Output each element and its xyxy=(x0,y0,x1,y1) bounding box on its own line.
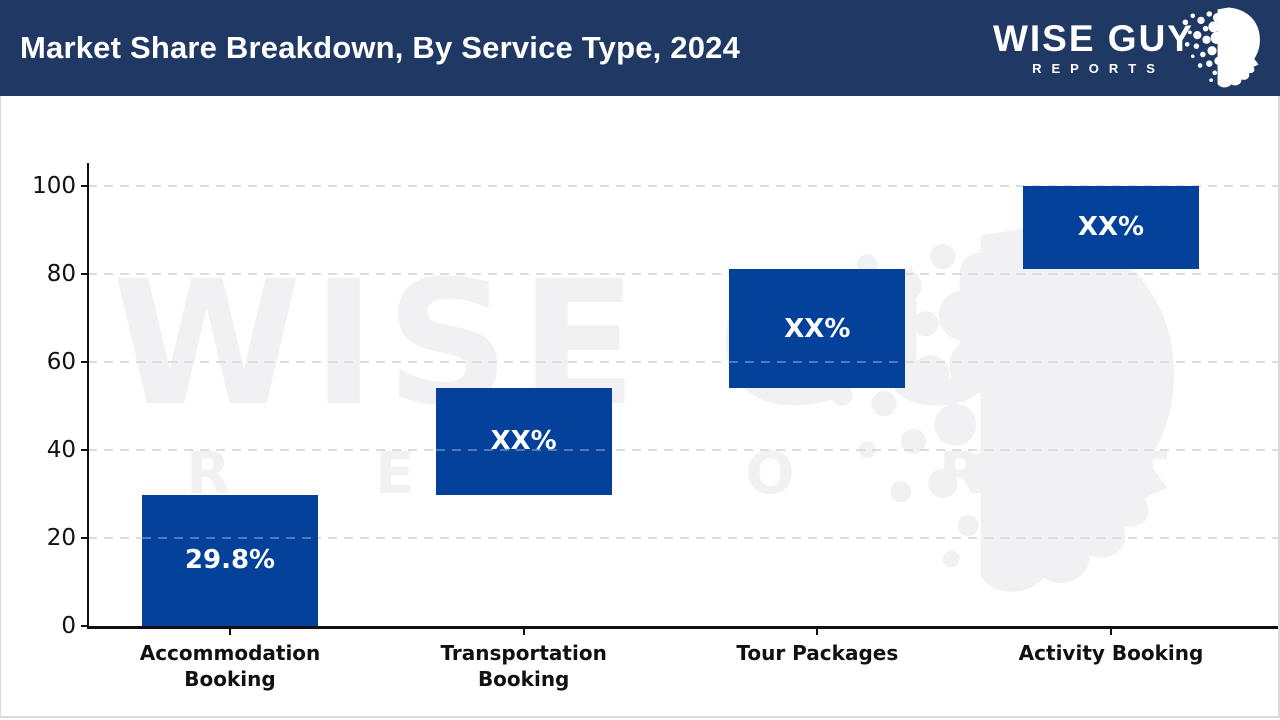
right-frame-line xyxy=(1278,96,1280,718)
left-frame-line xyxy=(0,96,1,718)
bar-gridline-60 xyxy=(729,360,906,363)
gridline-100 xyxy=(88,184,1280,187)
bar-gridline-20 xyxy=(142,536,318,539)
y-tick-mark-80 xyxy=(81,272,88,275)
y-axis-line xyxy=(87,163,89,628)
y-tick-label-80: 80 xyxy=(46,260,76,287)
bar-value-label-accommodation-booking: 29.8% xyxy=(184,545,276,576)
bar-value-label-activity-booking: XX% xyxy=(1077,212,1145,243)
logo-text: WISE GUY REPORTS xyxy=(993,20,1194,76)
gridline-20 xyxy=(88,536,1280,539)
bar-value-label-tour-packages: XX% xyxy=(784,313,851,344)
x-axis-line xyxy=(87,626,1280,629)
bottom-frame-line xyxy=(0,716,1280,718)
bar-accommodation-booking: 29.8% xyxy=(142,494,318,626)
x-category-label-activity-booking: Activity Booking xyxy=(1018,641,1204,665)
gridline-60 xyxy=(88,360,1280,363)
gridline-40 xyxy=(88,448,1280,451)
logo-subtitle: REPORTS xyxy=(1032,61,1165,76)
y-tick-label-60: 60 xyxy=(46,348,76,375)
y-tick-label-40: 40 xyxy=(46,436,76,463)
x-category-label-transportation-booking: Transportation Booking xyxy=(440,641,607,691)
y-tick-mark-40 xyxy=(81,448,88,451)
x-tick-mark-accommodation-booking xyxy=(229,628,231,635)
gridline-80 xyxy=(88,272,1280,275)
bar-gridline-40 xyxy=(435,448,612,451)
bar-transportation-booking: XX% xyxy=(435,388,612,495)
bar-activity-booking: XX% xyxy=(1023,185,1199,270)
wise-guy-logo: WISE GUY REPORTS xyxy=(993,4,1280,92)
header-bar: Market Share Breakdown, By Service Type,… xyxy=(0,0,1280,96)
x-category-label-tour-packages: Tour Packages xyxy=(736,641,899,665)
x-tick-mark-tour-packages xyxy=(816,628,819,635)
y-tick-mark-60 xyxy=(81,360,88,363)
y-tick-label-100: 100 xyxy=(32,172,76,199)
page-title: Market Share Breakdown, By Service Type,… xyxy=(20,30,741,65)
y-tick-mark-0 xyxy=(81,625,88,627)
y-tick-mark-100 xyxy=(81,184,88,187)
logo-head-icon xyxy=(1182,7,1260,88)
bar-value-label-transportation-booking: XX% xyxy=(490,426,557,457)
y-tick-label-20: 20 xyxy=(46,524,76,551)
x-tick-mark-activity-booking xyxy=(1110,628,1112,635)
x-tick-mark-transportation-booking xyxy=(522,628,525,635)
y-tick-mark-20 xyxy=(81,536,88,539)
x-category-label-accommodation-booking: Accommodation Booking xyxy=(139,641,321,691)
bar-tour-packages: XX% xyxy=(729,269,906,389)
logo-wordmark: WISE GUY xyxy=(992,18,1194,59)
y-tick-label-0: 0 xyxy=(61,613,76,639)
